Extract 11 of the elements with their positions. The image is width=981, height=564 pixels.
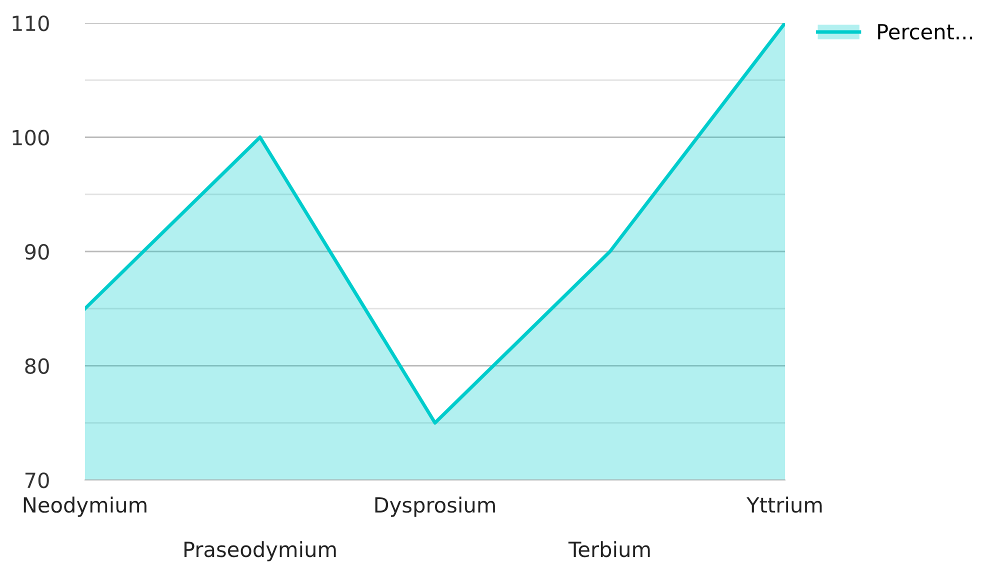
x-tick-label: Terbium [568, 541, 650, 558]
legend-label: Percent... [878, 24, 972, 40]
y-tick-label: 70 [25, 472, 49, 488]
y-tick-label: 80 [25, 358, 49, 374]
x-tick-label: Yttrium [746, 496, 822, 513]
x-tick-label: Dysprosium [375, 496, 495, 517]
y-tick-label: 100 [12, 130, 49, 146]
x-tick-label: Praseodymium [184, 541, 336, 562]
y-tick-label: 110 [12, 15, 49, 32]
y-tick-label: 90 [25, 244, 49, 260]
x-tick-label: Neodymium [24, 496, 146, 517]
